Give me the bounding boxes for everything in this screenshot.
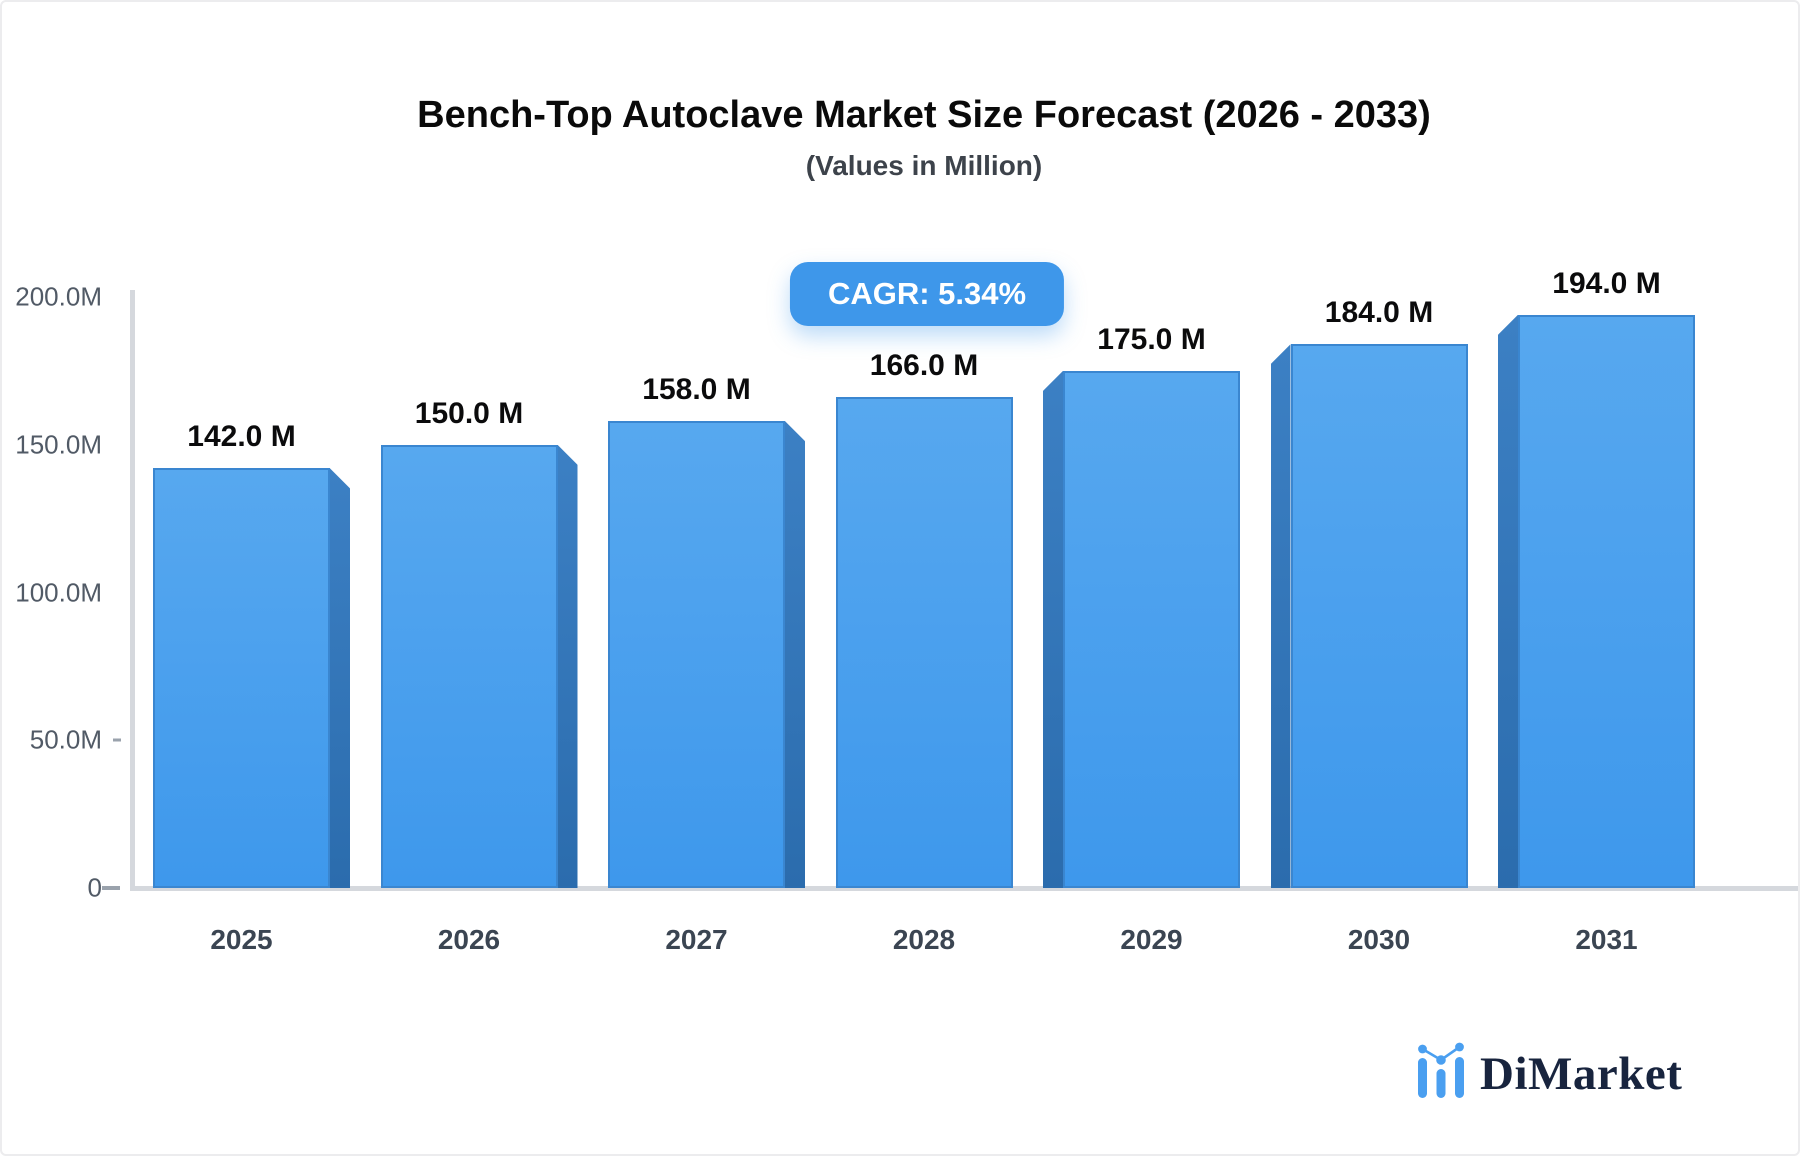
x-axis-label-2029: 2029: [1120, 924, 1183, 955]
bar-value-label-2026: 150.0 M: [414, 396, 524, 430]
bar-3d-side-2025: [330, 468, 350, 888]
bar-2028: [835, 397, 1013, 888]
y-axis-tick-label: 0: [87, 872, 102, 903]
bar-3d-side-2026: [557, 444, 578, 888]
chart-title: Bench-Top Autoclave Market Size Forecast…: [417, 94, 1431, 136]
bar-2031: [1518, 314, 1695, 888]
x-axis-label-2027: 2027: [665, 924, 728, 955]
y-axis-tick-mark: [113, 738, 121, 742]
x-axis-label-2028: 2028: [892, 924, 956, 955]
bar-3d-side-2030: [1270, 344, 1291, 888]
y-axis-tick-mark: [102, 886, 120, 890]
bar-2025: [153, 468, 330, 888]
bar-value-label-2030: 184.0 M: [1324, 296, 1434, 330]
bar-value-label-2025: 142.0 M: [187, 420, 296, 454]
y-axis-tick-label: 150.0M: [15, 429, 102, 460]
brand-logo-text: DiMarket: [1480, 1048, 1683, 1100]
bar-3d-side-2027: [785, 421, 805, 888]
y-axis-line: [130, 290, 135, 891]
x-axis-line: [130, 886, 1798, 891]
cagr-badge-label: CAGR: 5.34%: [827, 276, 1027, 311]
bar-2030: [1290, 344, 1468, 888]
brand-logo: DiMarket: [1416, 1042, 1682, 1098]
y-axis-tick-label: 100.0M: [15, 577, 102, 607]
x-axis-label-2025: 2025: [210, 924, 273, 955]
bar-value-label-2031: 194.0 M: [1552, 266, 1661, 300]
x-axis-label-2031: 2031: [1575, 924, 1638, 955]
y-axis-tick-label: 50.0M: [29, 724, 102, 755]
bar-2026: [380, 444, 558, 888]
y-axis-tick-label: 200.0M: [15, 281, 102, 312]
bar-3d-side-2029: [1043, 370, 1063, 888]
bar-2029: [1063, 370, 1240, 888]
chart-subtitle: (Values in Million): [805, 150, 1043, 181]
bar-2027: [608, 421, 785, 888]
bar-3d-side-2031: [1498, 314, 1518, 888]
bar-chart-logo-icon: [1418, 1042, 1464, 1098]
x-axis-label-2030: 2030: [1347, 924, 1411, 955]
cagr-badge: CAGR: 5.34%: [789, 262, 1065, 326]
bar-value-label-2027: 158.0 M: [642, 373, 751, 407]
x-axis-label-2026: 2026: [437, 924, 501, 955]
bar-value-label-2029: 175.0 M: [1097, 322, 1206, 356]
bar-value-label-2028: 166.0 M: [869, 349, 979, 383]
